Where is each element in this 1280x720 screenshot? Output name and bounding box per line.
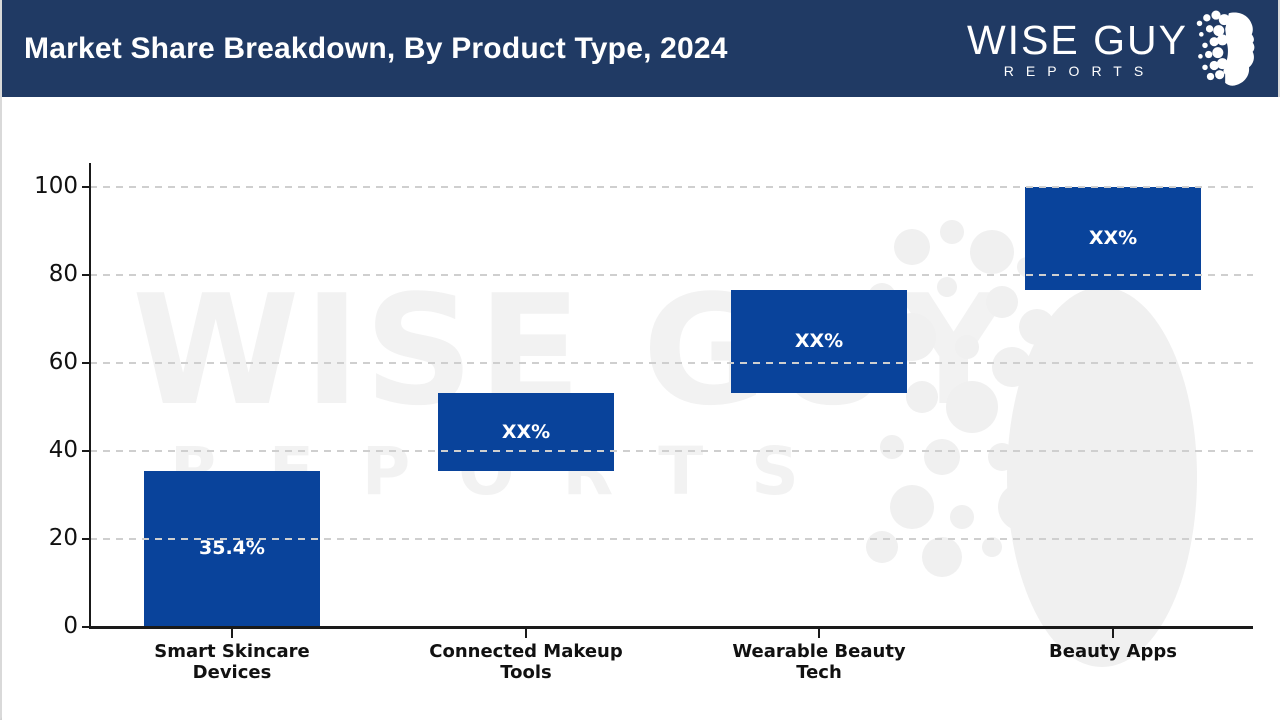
chart-area: WISE GUY REPORTS 0 20 40 60 80 100 35.4% XX% XX%… bbox=[2, 97, 1280, 720]
wiseguy-logo: WISE GUY REPORTS bbox=[967, 9, 1260, 89]
x-tick-mark bbox=[231, 629, 233, 638]
logo-text: WISE GUY REPORTS bbox=[966, 16, 1188, 79]
y-tick-label: 0 bbox=[63, 613, 78, 639]
gridline bbox=[90, 538, 1253, 540]
category-label: Beauty Apps bbox=[1049, 641, 1177, 662]
x-tick-mark bbox=[818, 629, 820, 638]
x-tick-mark bbox=[1112, 629, 1114, 638]
x-axis bbox=[90, 626, 1253, 629]
gridline bbox=[90, 362, 1253, 364]
gridline bbox=[90, 274, 1253, 276]
x-tick-mark bbox=[525, 629, 527, 638]
y-tick-mark bbox=[82, 186, 90, 188]
category-label: Smart Skincare Devices bbox=[154, 641, 310, 683]
bar-value-label: 35.4% bbox=[199, 537, 265, 560]
y-tick-label: 20 bbox=[48, 525, 78, 551]
bar bbox=[144, 471, 320, 627]
page-title: Market Share Breakdown, By Product Type,… bbox=[24, 31, 728, 65]
logo-wordmark: WISE GUY bbox=[966, 16, 1188, 63]
report-header: Market Share Breakdown, By Product Type,… bbox=[2, 0, 1278, 97]
y-tick-mark bbox=[82, 626, 90, 628]
category-label: Wearable Beauty Tech bbox=[732, 641, 906, 683]
gridline bbox=[90, 450, 1253, 452]
bar-value-label: XX% bbox=[794, 329, 844, 352]
gridline bbox=[90, 186, 1253, 188]
y-tick-mark bbox=[82, 538, 90, 540]
y-tick-mark bbox=[82, 450, 90, 452]
bar-value-label: XX% bbox=[501, 420, 551, 443]
y-tick-label: 100 bbox=[34, 173, 78, 199]
y-tick-label: 60 bbox=[48, 349, 78, 375]
y-axis bbox=[89, 163, 91, 629]
y-tick-label: 80 bbox=[48, 261, 78, 287]
category-label: Connected Makeup Tools bbox=[429, 641, 623, 683]
logo-subtext: REPORTS bbox=[1003, 62, 1156, 79]
y-tick-mark bbox=[82, 274, 90, 276]
bar bbox=[438, 392, 614, 472]
bar bbox=[1025, 187, 1201, 290]
bar-value-label: XX% bbox=[1088, 227, 1138, 249]
bar bbox=[731, 289, 907, 393]
y-tick-mark bbox=[82, 362, 90, 364]
y-tick-label: 40 bbox=[48, 437, 78, 463]
logo-head-icon bbox=[1196, 10, 1255, 86]
